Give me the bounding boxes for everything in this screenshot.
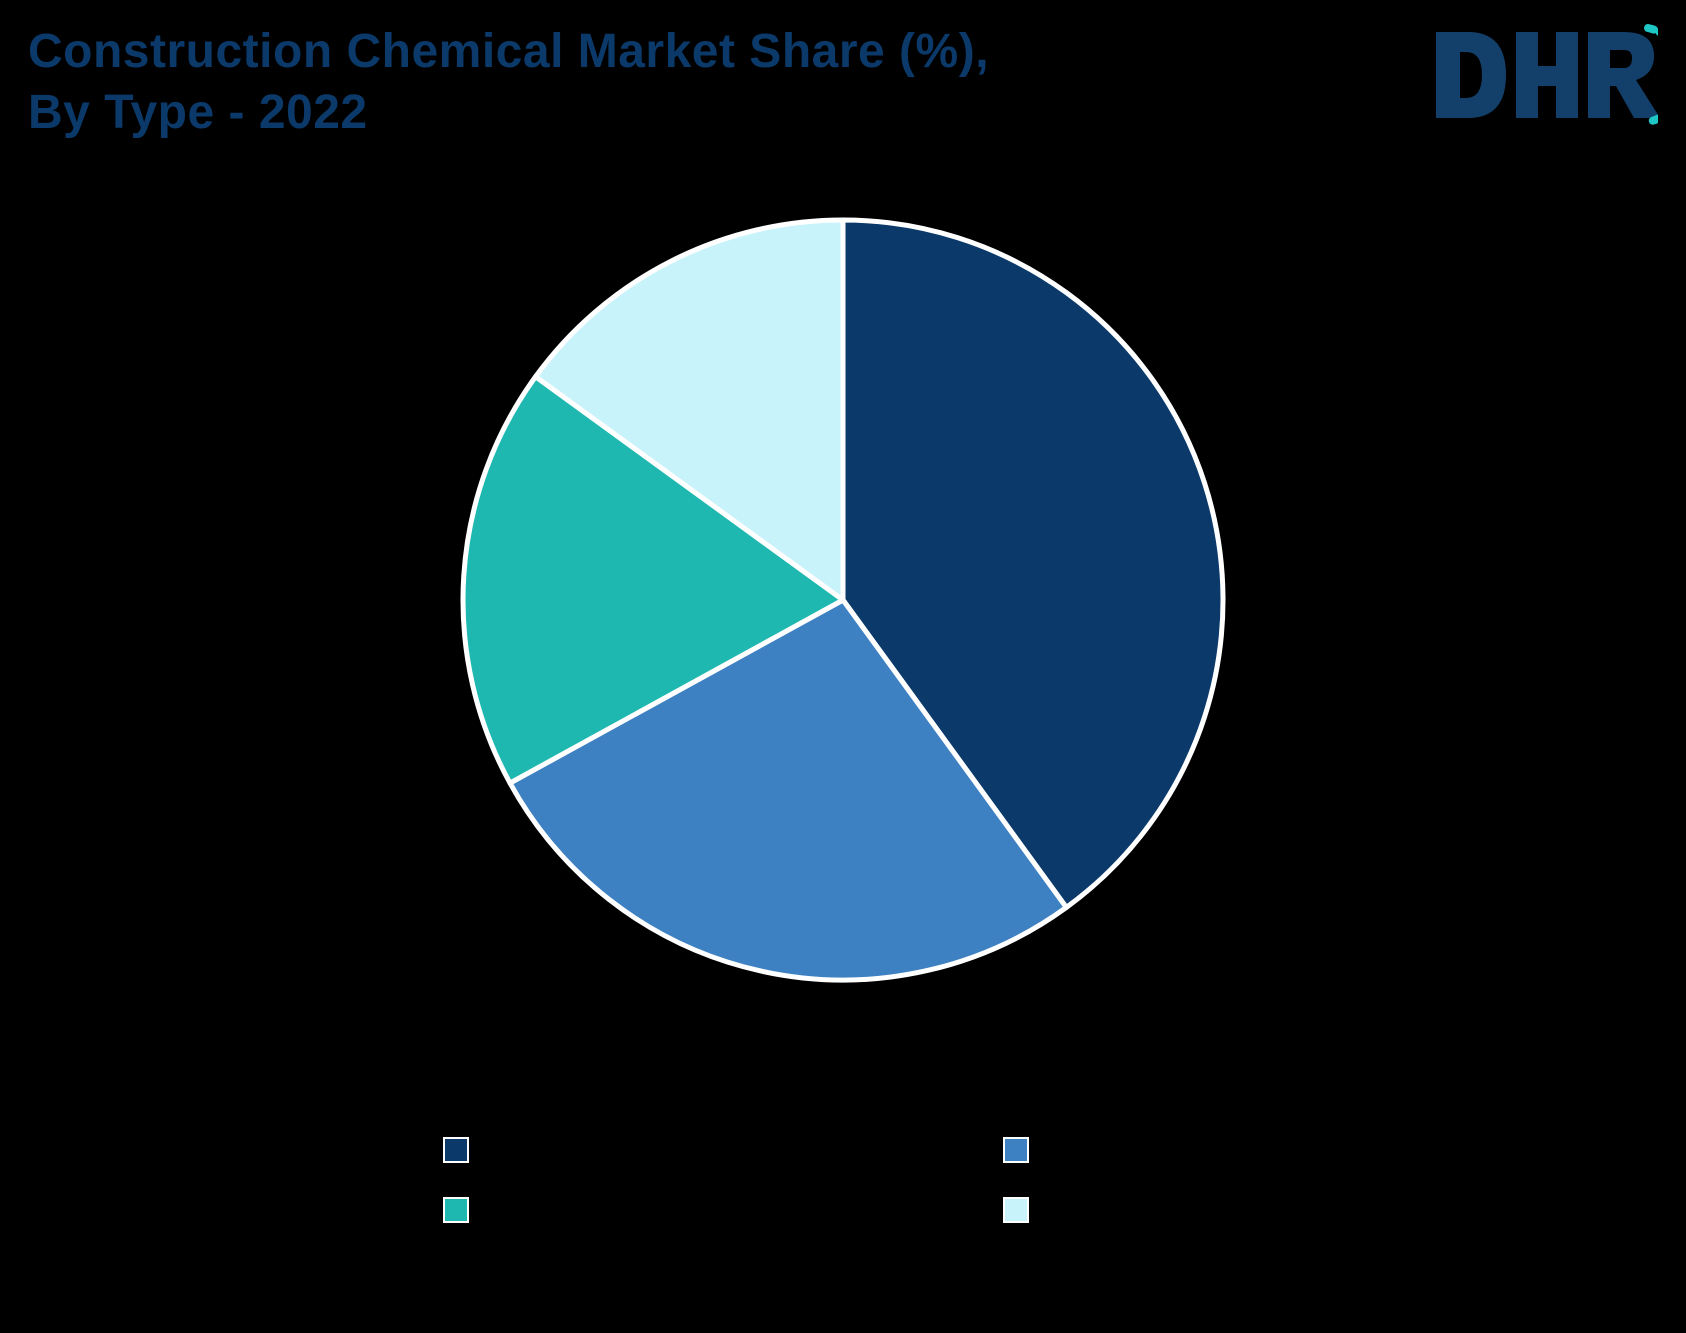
title-line-2: By Type - 2022 <box>28 85 989 140</box>
legend <box>0 1137 1686 1223</box>
legend-col-left <box>443 1137 683 1223</box>
legend-item-1 <box>1003 1137 1243 1163</box>
legend-swatch-3 <box>1003 1197 1029 1223</box>
page-root: Construction Chemical Market Share (%), … <box>0 0 1686 1333</box>
title-line-1: Construction Chemical Market Share (%), <box>28 24 989 79</box>
legend-col-right <box>1003 1137 1243 1223</box>
brand-logo <box>1428 20 1658 135</box>
legend-item-2 <box>443 1197 683 1223</box>
dhr-logo-svg <box>1428 20 1658 130</box>
legend-item-0 <box>443 1137 683 1163</box>
legend-swatch-2 <box>443 1197 469 1223</box>
pie-chart-svg <box>453 210 1233 990</box>
legend-swatch-1 <box>1003 1137 1029 1163</box>
pie-chart <box>0 210 1686 990</box>
legend-swatch-0 <box>443 1137 469 1163</box>
legend-item-3 <box>1003 1197 1243 1223</box>
chart-title: Construction Chemical Market Share (%), … <box>28 24 989 140</box>
